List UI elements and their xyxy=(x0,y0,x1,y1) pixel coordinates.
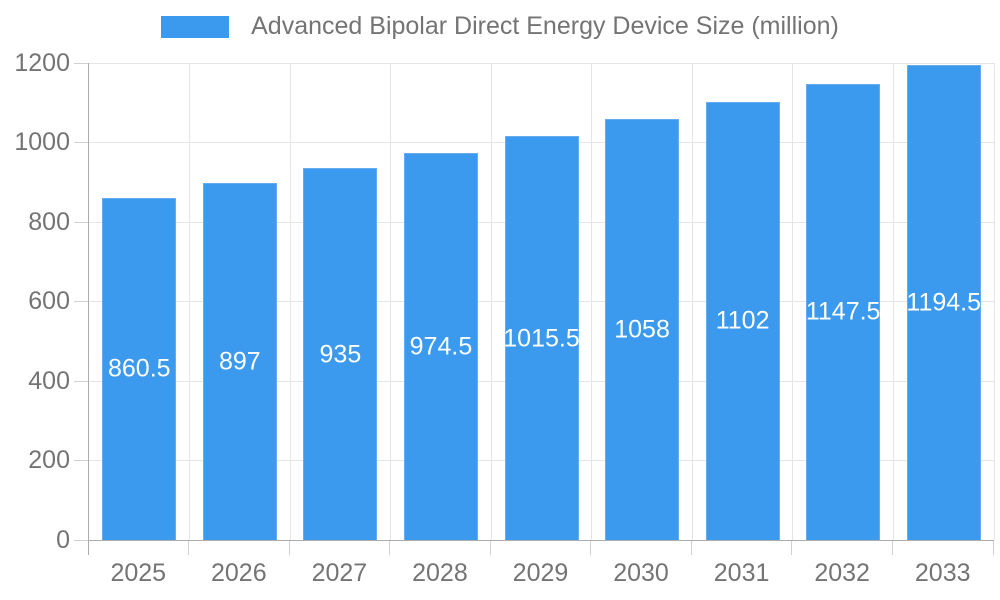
bar-value-label: 935 xyxy=(319,340,362,369)
bar-value-label: 1147.5 xyxy=(805,297,881,326)
bar-value-label: 1015.5 xyxy=(503,324,580,353)
x-gridline xyxy=(691,63,693,540)
bar-2027[interactable]: 935 xyxy=(303,168,378,540)
y-axis-tick-label: 200 xyxy=(28,446,70,474)
x-axis-tick axis-ext xyxy=(87,541,89,555)
x-axis-label: 2025 xyxy=(110,559,167,587)
plot-area: 860.5 897 935 974.5 1015.5 1058 1102 1147.5 1194… xyxy=(88,62,995,541)
bar-value-label: 1194.5 xyxy=(906,288,982,317)
x-gridline xyxy=(892,63,894,540)
bar-value-label: 860.5 xyxy=(107,354,171,383)
y-axis-tick-label: 600 xyxy=(28,287,70,315)
x-gridline xyxy=(591,63,593,540)
x-axis-label: 2033 xyxy=(914,559,971,587)
bar-2028[interactable]: 974.5 xyxy=(403,152,478,540)
x-gridline xyxy=(390,63,392,540)
bar-value-label: 1058 xyxy=(614,315,670,344)
bar-2030[interactable]: 1058 xyxy=(605,119,680,540)
bar-2032[interactable]: 1147.5 xyxy=(805,83,881,540)
x-axis-tick xyxy=(891,541,893,555)
bar-value-label: 897 xyxy=(218,347,261,376)
bar-2029[interactable]: 1015.5 xyxy=(503,136,580,540)
bar-2025[interactable]: 860.5 xyxy=(102,197,177,540)
x-axis-tick xyxy=(188,541,190,555)
x-axis-label: 2027 xyxy=(311,559,368,587)
y-axis-tick-label: 0 xyxy=(56,525,70,554)
x-axis-label: 2029 xyxy=(512,559,569,587)
legend-label: Advanced Bipolar Direct Energy Device Si… xyxy=(251,12,839,40)
x-axis-label: 2030 xyxy=(613,559,669,587)
y-axis-tick xyxy=(74,221,88,223)
x-axis-label: 2028 xyxy=(412,559,468,587)
x-axis-label: 2031 xyxy=(713,559,770,587)
x-axis-tick xyxy=(389,541,391,555)
bar-2031[interactable]: 1102 xyxy=(705,101,780,540)
y-axis-tick-label: 1200 xyxy=(14,48,70,77)
x-gridline xyxy=(289,63,291,540)
x-axis-tick xyxy=(288,541,290,555)
y-axis-tick-label: 800 xyxy=(28,207,70,236)
legend: Advanced Bipolar Direct Energy Device Si… xyxy=(0,12,1000,41)
x-axis-tick xyxy=(489,541,491,555)
y-axis-tick xyxy=(74,62,88,64)
x-axis-tick xyxy=(690,541,692,555)
bar-value-label: 974.5 xyxy=(409,332,473,361)
x-gridline xyxy=(490,63,492,540)
legend-item[interactable]: Advanced Bipolar Direct Energy Device Si… xyxy=(161,12,839,41)
bar-2033[interactable]: 1194.5 xyxy=(906,65,982,540)
y-axis-tick xyxy=(74,301,88,302)
x-gridline xyxy=(993,63,995,540)
y-axis-tick xyxy=(74,142,88,143)
bar-value-label: 1102 xyxy=(715,306,770,335)
y-axis-tick-label: 400 xyxy=(28,366,70,395)
x-axis-label: 2032 xyxy=(814,559,870,587)
x-gridline xyxy=(189,63,191,540)
bar-2026[interactable]: 897 xyxy=(202,183,277,540)
y-gridline xyxy=(89,62,994,64)
legend-swatch-icon xyxy=(161,15,230,38)
y-axis-tick xyxy=(74,460,88,461)
x-axis-tick xyxy=(992,541,994,555)
y-axis-tick xyxy=(74,380,88,382)
y-axis-tick-label: 1000 xyxy=(14,128,70,156)
x-axis-label: 2026 xyxy=(211,559,267,587)
x-axis-tick xyxy=(590,541,592,555)
x-gridline xyxy=(792,63,794,540)
y-axis-tick xyxy=(74,539,88,541)
x-axis-tick xyxy=(791,541,793,555)
